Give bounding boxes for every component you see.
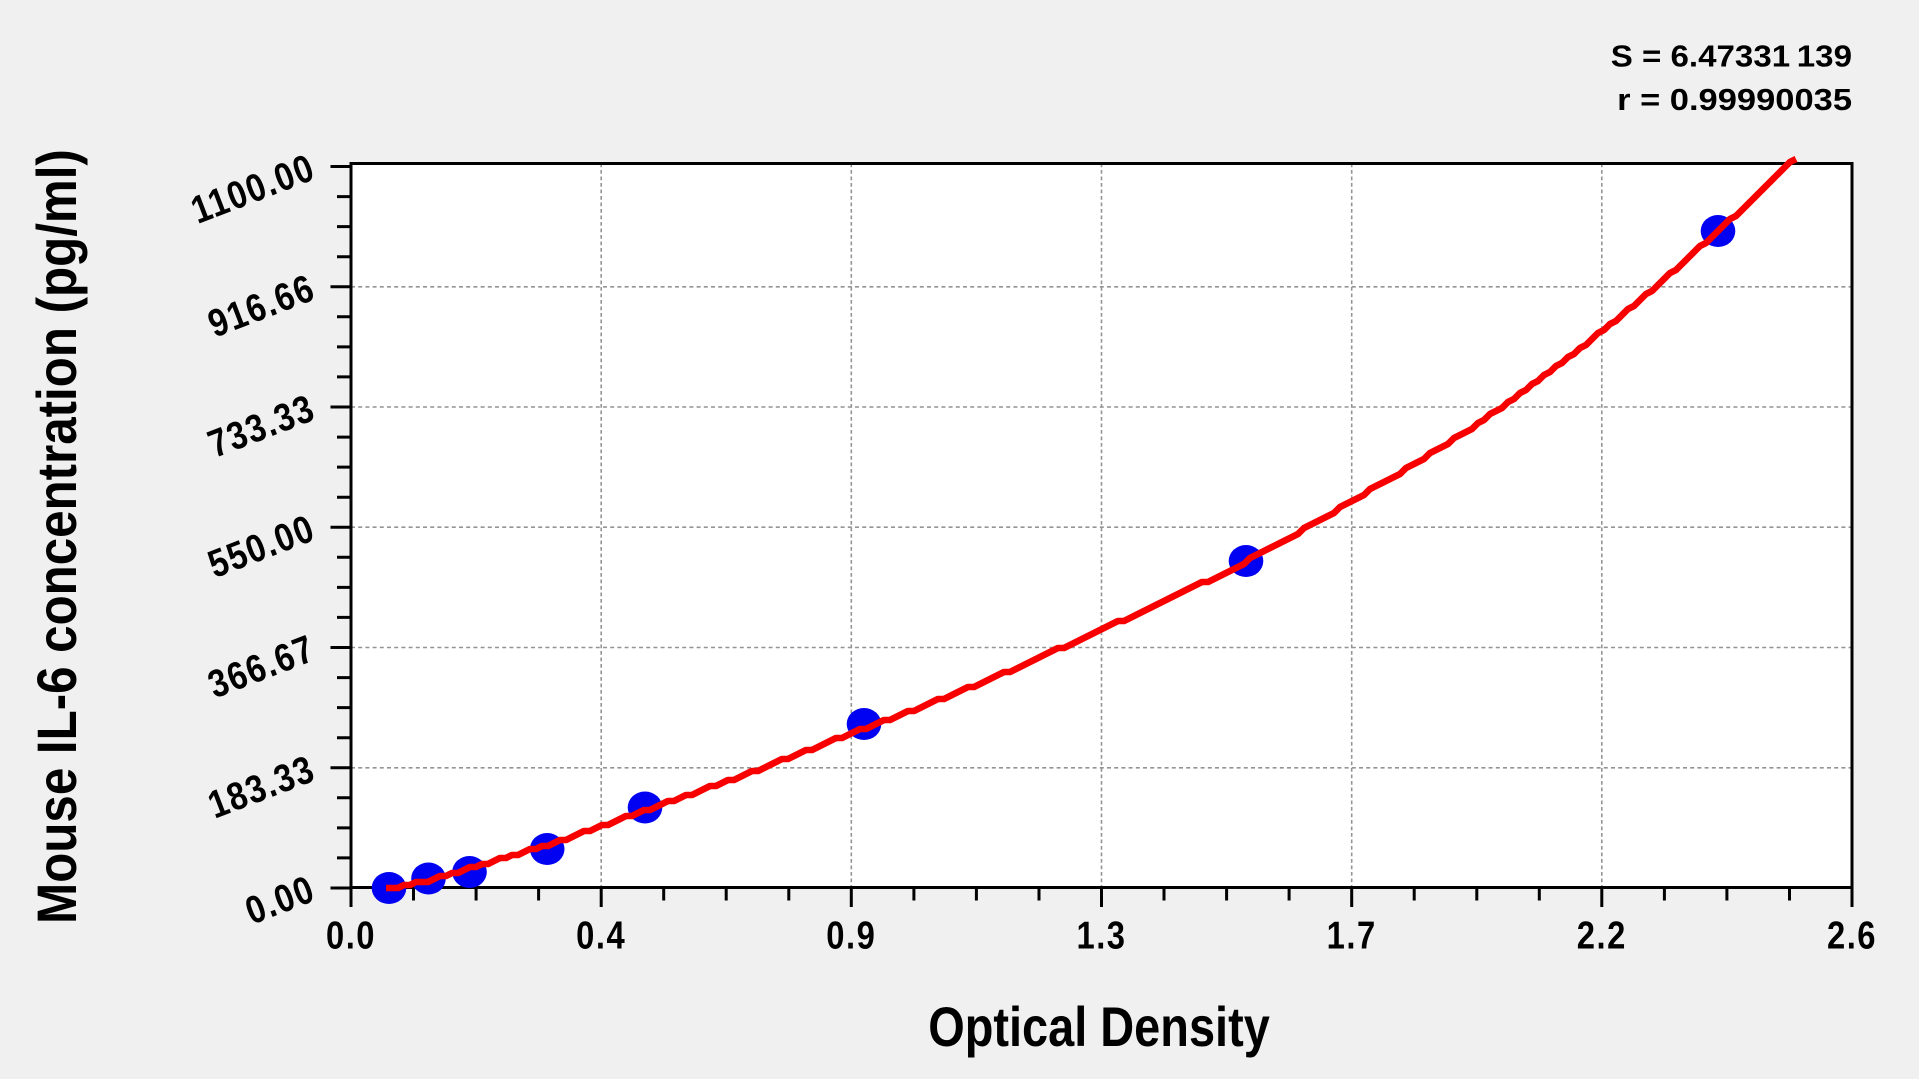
svg-text:0.9: 0.9 — [826, 913, 876, 957]
svg-text:Optical Density: Optical Density — [928, 995, 1270, 1058]
svg-text:2.2: 2.2 — [1577, 913, 1627, 957]
svg-text:1.7: 1.7 — [1327, 913, 1377, 957]
svg-text:1.3: 1.3 — [1076, 913, 1126, 957]
svg-text:0.0: 0.0 — [326, 913, 376, 957]
svg-text:Mouse IL-6 concentration (pg/: Mouse IL-6 concentration (pg/ml) — [26, 149, 89, 924]
svg-text:r = 0.99990035: r = 0.99990035 — [1617, 82, 1852, 117]
svg-text:2.6: 2.6 — [1827, 913, 1877, 957]
svg-text:0.4: 0.4 — [576, 913, 626, 957]
svg-text:S = 6.47331 139: S = 6.47331 139 — [1611, 38, 1852, 73]
